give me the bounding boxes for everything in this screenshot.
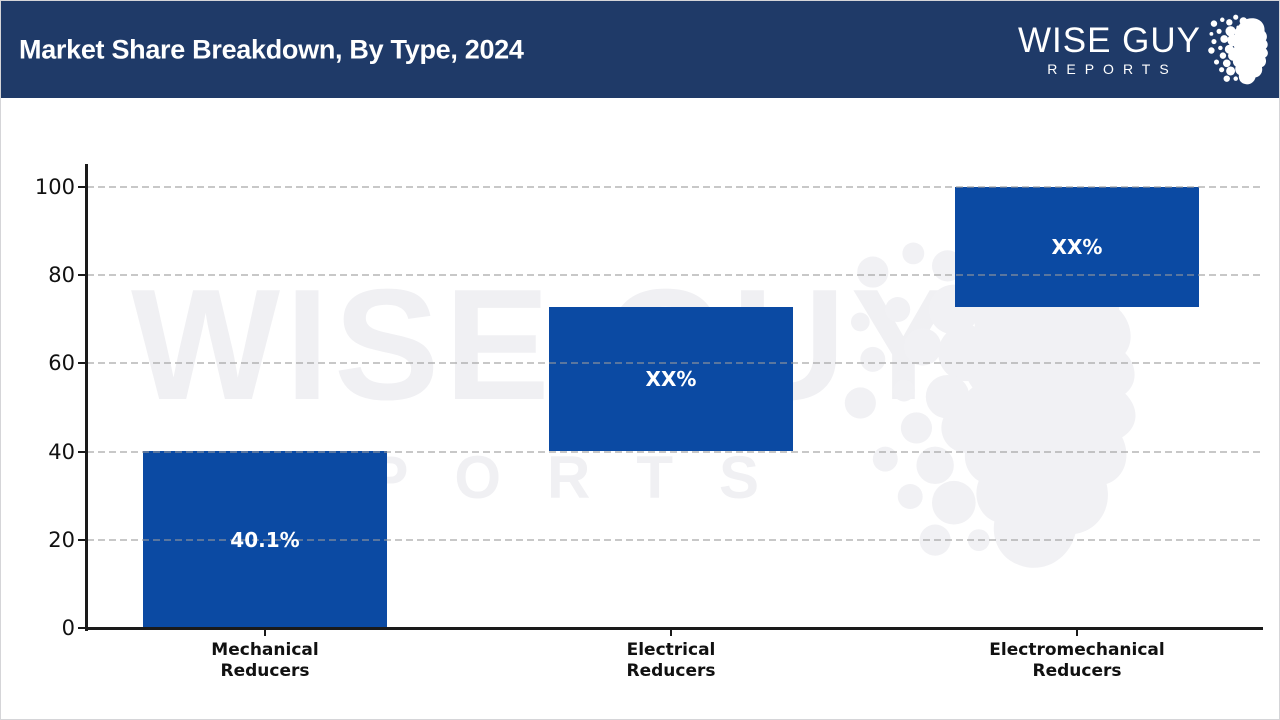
wiseguy-logo: WISE GUY REPORTS bbox=[1018, 9, 1269, 91]
wiseguy-wordmark: WISE GUY REPORTS bbox=[1017, 20, 1201, 78]
gridline-layer bbox=[1, 98, 1279, 719]
y-tick-40 bbox=[78, 450, 86, 453]
gridline-y60 bbox=[87, 362, 1263, 365]
bar-value-label-1: 40.1% bbox=[230, 527, 300, 552]
y-tick-label-20: 20 bbox=[48, 527, 75, 552]
x-tick-3 bbox=[1076, 628, 1078, 636]
labels-layer: 0 20 40 60 80 100 40.1% XX% XX% Mechanical Reducer… bbox=[1, 98, 1279, 719]
watermark-wiseguy-text: WISE GUY bbox=[131, 257, 962, 433]
axis-layer bbox=[1, 98, 1279, 719]
bar-value-label-2: XX% bbox=[645, 367, 697, 392]
logo-wiseguy-text: WISE GUY bbox=[1017, 20, 1201, 60]
category-label-2: Electrical Reducers bbox=[626, 640, 716, 681]
x-axis-line bbox=[85, 627, 1263, 630]
category-label-3: Electromechanical Reducers bbox=[989, 640, 1165, 681]
x-tick-1 bbox=[264, 628, 266, 636]
plot-area: WISE GUY REPORTS 0 20 40 60 80 100 40.1% XX% XX%… bbox=[1, 98, 1279, 719]
y-tick-100 bbox=[78, 186, 86, 188]
chart-title: Market Share Breakdown, By Type, 2024 bbox=[19, 34, 524, 64]
y-tick-label-60: 60 bbox=[48, 351, 75, 376]
y-tick-label-80: 80 bbox=[48, 263, 75, 288]
wiseguy-face-icon bbox=[1208, 14, 1268, 84]
y-tick-60 bbox=[78, 362, 86, 365]
category-label-1: Mechanical Reducers bbox=[211, 640, 319, 681]
gridline-y40 bbox=[87, 450, 1263, 453]
bar-segment-3 bbox=[955, 187, 1199, 307]
bar-value-label-3: XX% bbox=[1051, 234, 1103, 259]
y-axis-line bbox=[85, 164, 88, 631]
y-tick-label-0: 0 bbox=[61, 616, 75, 640]
y-tick-label-40: 40 bbox=[48, 439, 75, 464]
y-tick-label-100: 100 bbox=[34, 175, 75, 199]
y-tick-20 bbox=[78, 538, 86, 541]
logo-reports-text: REPORTS bbox=[1047, 61, 1178, 78]
x-tick-2 bbox=[670, 628, 672, 636]
gridline-y80 bbox=[87, 274, 1263, 277]
gridline-y20 bbox=[87, 538, 1263, 541]
gridline-y100 bbox=[87, 186, 1263, 188]
bar-segment-2 bbox=[549, 306, 793, 452]
header-bar: Market Share Breakdown, By Type, 2024 WI… bbox=[1, 1, 1279, 98]
y-tick-80 bbox=[78, 274, 86, 277]
y-tick-0 bbox=[78, 627, 86, 629]
